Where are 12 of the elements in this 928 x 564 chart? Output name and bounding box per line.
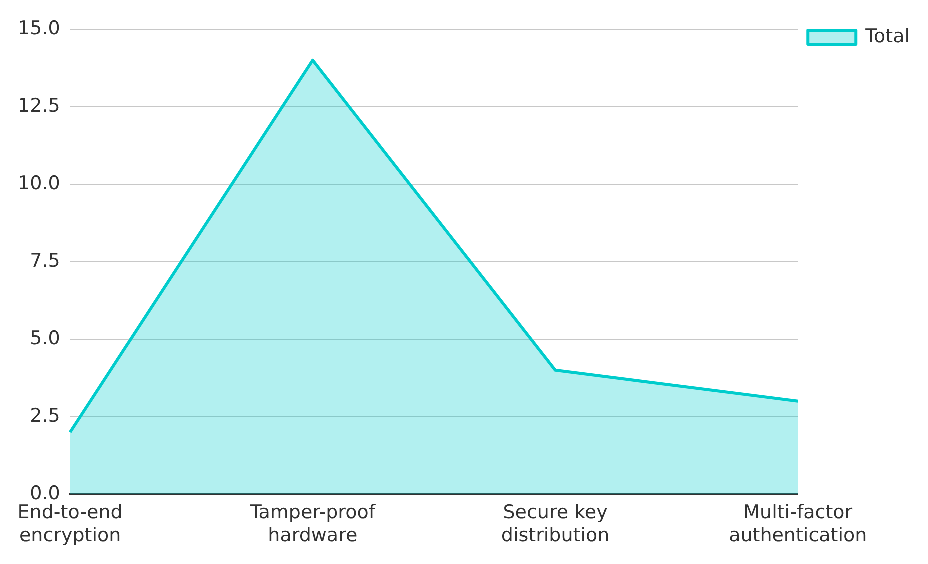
- y-tick-label: 5.0: [30, 327, 60, 350]
- y-tick-label: 2.5: [30, 404, 60, 427]
- x-tick-label: End-to-end encryption: [18, 502, 123, 547]
- y-tick-label: 15.0: [18, 17, 60, 40]
- x-tick-label: Multi-factor authentication: [729, 502, 868, 547]
- legend-label: Total: [864, 25, 910, 48]
- x-tick-label: Secure key distribution: [501, 502, 610, 547]
- y-tick-label: 7.5: [30, 250, 60, 272]
- y-tick-label: 0.0: [30, 482, 60, 504]
- y-tick-label: 12.5: [18, 94, 60, 117]
- y-tick-label: 10.0: [18, 172, 60, 194]
- x-tick-label: Tamper-proof hardware: [249, 502, 377, 547]
